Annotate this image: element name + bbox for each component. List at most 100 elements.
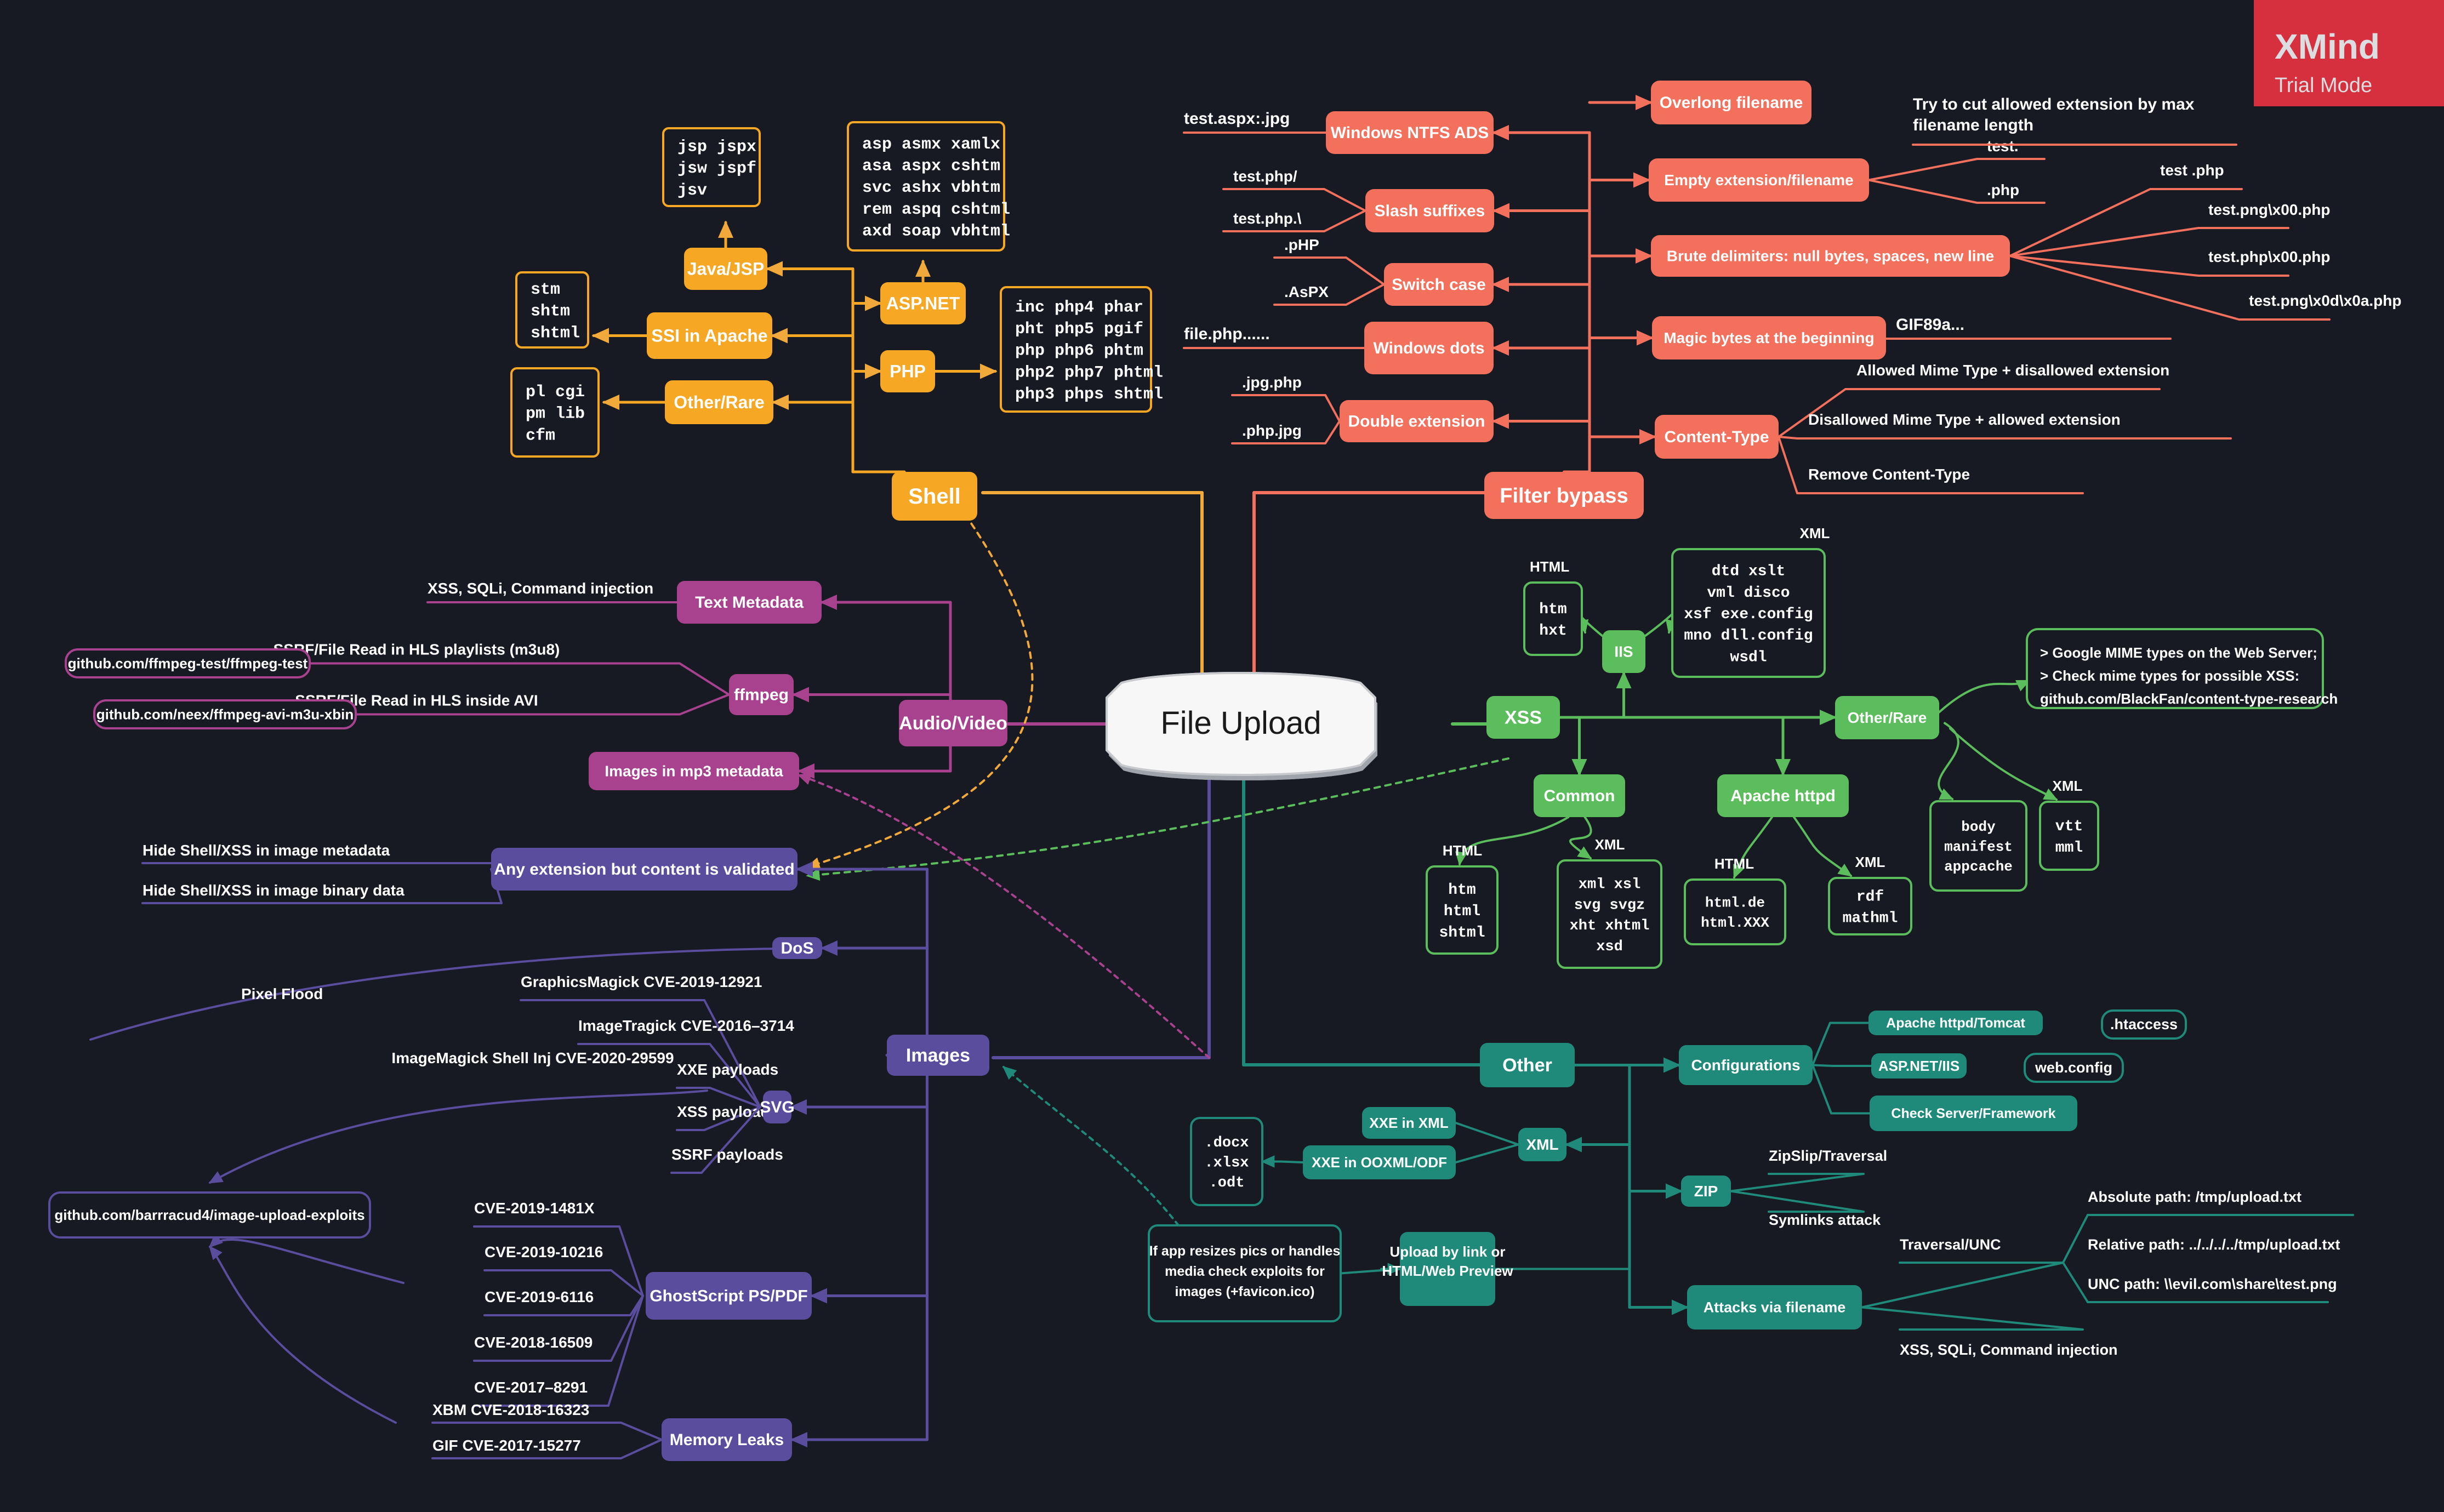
- svg-text:Memory Leaks: Memory Leaks: [670, 1431, 784, 1449]
- svg-text:Check Server/Framework: Check Server/Framework: [1891, 1106, 2055, 1121]
- svg-text:mathml: mathml: [1843, 910, 1898, 927]
- svg-text:Content-Type: Content-Type: [1664, 428, 1769, 446]
- svg-text:test.php.\: test.php.\: [1233, 210, 1302, 227]
- svg-text:jsv: jsv: [677, 181, 707, 200]
- svg-text:manifest: manifest: [1944, 838, 2013, 855]
- svg-text:CVE-2018-16509: CVE-2018-16509: [474, 1334, 593, 1351]
- svg-text:github.com/barrracud4/image-up: github.com/barrracud4/image-upload-explo…: [54, 1207, 364, 1223]
- svg-text:dtd xslt: dtd xslt: [1712, 563, 1785, 580]
- svg-text:Other: Other: [1502, 1055, 1552, 1076]
- svg-text:body: body: [1961, 819, 1996, 835]
- svg-text:Attacks via filename: Attacks via filename: [1704, 1299, 1846, 1316]
- svg-text:svc ashx vbhtm: svc ashx vbhtm: [862, 179, 1000, 197]
- svg-text:github.com/ffmpeg-test/ffmpeg-: github.com/ffmpeg-test/ffmpeg-test: [68, 655, 308, 671]
- svg-text:.odt: .odt: [1209, 1175, 1245, 1191]
- svg-text:ASP.NET: ASP.NET: [886, 293, 960, 313]
- svg-text:Switch case: Switch case: [1392, 276, 1486, 294]
- svg-text:media check exploits for: media check exploits for: [1165, 1264, 1325, 1279]
- svg-text:axd soap vbhtml: axd soap vbhtml: [862, 222, 1010, 241]
- svg-text:images (+favicon.ico): images (+favicon.ico): [1175, 1284, 1315, 1299]
- svg-text:github.com/BlackFan/content-ty: github.com/BlackFan/content-type-researc…: [2040, 691, 2338, 707]
- svg-text:shtml: shtml: [531, 324, 580, 343]
- svg-text:ImageTragick CVE-2016–3714: ImageTragick CVE-2016–3714: [578, 1017, 794, 1034]
- svg-text:xht xhtml: xht xhtml: [1570, 918, 1650, 934]
- svg-text:Text Metadata: Text Metadata: [695, 594, 804, 612]
- svg-text:XSS: XSS: [1505, 707, 1542, 728]
- svg-text:.pHP: .pHP: [1284, 236, 1319, 253]
- svg-text:pm lib: pm lib: [526, 405, 585, 424]
- svg-text:UNC path: \\evil.com\share\tes: UNC path: \\evil.com\share\test.png: [2088, 1276, 2337, 1292]
- svg-text:test.php\x00.php: test.php\x00.php: [2208, 248, 2330, 265]
- svg-text:file.php......: file.php......: [1184, 325, 1270, 343]
- svg-text:.xlsx: .xlsx: [1204, 1155, 1249, 1172]
- svg-text:GraphicsMagick CVE-2019-12921: GraphicsMagick CVE-2019-12921: [521, 973, 762, 990]
- svg-text:test .php: test .php: [2160, 162, 2224, 179]
- svg-text:> Check mime types for possibl: > Check mime types for possible XSS:: [2040, 667, 2299, 684]
- svg-text:File Upload: File Upload: [1160, 705, 1321, 741]
- svg-text:test.php/: test.php/: [1233, 168, 1297, 185]
- svg-text:jsp jspx: jsp jspx: [677, 138, 756, 157]
- svg-text:XML: XML: [1595, 836, 1625, 853]
- svg-text:Java/JSP: Java/JSP: [687, 259, 765, 278]
- svg-text:hxt: hxt: [1539, 623, 1566, 640]
- svg-text:vtt: vtt: [2055, 818, 2083, 835]
- svg-text:XXE payloads: XXE payloads: [677, 1061, 778, 1078]
- svg-text:html.XXX: html.XXX: [1701, 915, 1769, 931]
- svg-text:HTML: HTML: [1443, 842, 1482, 859]
- svg-text:.docx: .docx: [1204, 1135, 1249, 1151]
- svg-text:HTML: HTML: [1530, 558, 1569, 575]
- svg-text:Traversal/UNC: Traversal/UNC: [1900, 1236, 2001, 1253]
- svg-text:SSRF payloads: SSRF payloads: [671, 1146, 783, 1163]
- svg-text:IIS: IIS: [1614, 643, 1633, 660]
- svg-text:Trial Mode: Trial Mode: [2275, 74, 2372, 97]
- svg-text:jsw jspf: jsw jspf: [677, 159, 756, 178]
- svg-text:appcache: appcache: [1944, 859, 2013, 875]
- svg-text:Pixel Flood: Pixel Flood: [241, 985, 323, 1002]
- svg-text:rdf: rdf: [1856, 888, 1884, 905]
- svg-text:asa aspx cshtm: asa aspx cshtm: [862, 157, 1000, 176]
- svg-text:htm: htm: [1448, 882, 1475, 899]
- svg-text:shtml: shtml: [1439, 925, 1485, 942]
- svg-text:GIF CVE-2017-15277: GIF CVE-2017-15277: [432, 1437, 581, 1454]
- svg-text:CVE-2019-1481X: CVE-2019-1481X: [474, 1200, 595, 1217]
- svg-text:XXE in OOXML/ODF: XXE in OOXML/ODF: [1312, 1154, 1447, 1171]
- svg-text:ASP.NET/IIS: ASP.NET/IIS: [1878, 1058, 1959, 1074]
- svg-text:xsf exe.config: xsf exe.config: [1684, 606, 1813, 623]
- svg-text:Double extension: Double extension: [1348, 413, 1485, 431]
- svg-text:html.de: html.de: [1705, 895, 1765, 911]
- svg-text:Any extension but content is v: Any extension but content is validated: [494, 860, 794, 878]
- svg-text:XSS, SQLi, Command injection: XSS, SQLi, Command injection: [428, 580, 653, 597]
- svg-text:XMind: XMind: [2275, 27, 2380, 66]
- svg-text:PHP: PHP: [890, 361, 926, 381]
- svg-text:Audio/Video: Audio/Video: [899, 713, 1007, 734]
- svg-text:ZIP: ZIP: [1694, 1183, 1718, 1200]
- svg-text:Upload by link or: Upload by link or: [1390, 1243, 1506, 1260]
- svg-text:Other/Rare: Other/Rare: [1848, 709, 1927, 726]
- svg-text:Windows dots: Windows dots: [1373, 339, 1484, 357]
- svg-text:Magic bytes at the beginning: Magic bytes at the beginning: [1663, 329, 1874, 346]
- svg-text:DoS: DoS: [781, 939, 814, 957]
- svg-text:shtm: shtm: [531, 303, 570, 321]
- svg-text:HTML/Web Preview: HTML/Web Preview: [1382, 1263, 1513, 1279]
- svg-text:Symlinks attack: Symlinks attack: [1769, 1212, 1881, 1228]
- svg-text:html: html: [1444, 903, 1480, 920]
- svg-text:XML: XML: [1526, 1136, 1558, 1153]
- svg-text:mml: mml: [2055, 840, 2083, 857]
- svg-text:GIF89a...: GIF89a...: [1896, 316, 1964, 334]
- svg-text:Hide Shell/XSS in image metada: Hide Shell/XSS in image metadata: [143, 842, 390, 859]
- svg-text:.jpg.php: .jpg.php: [1242, 374, 1302, 391]
- svg-text:CVE-2019-10216: CVE-2019-10216: [485, 1243, 603, 1260]
- svg-text:Filter bypass: Filter bypass: [1500, 484, 1628, 507]
- svg-text:XBM CVE-2018-16323: XBM CVE-2018-16323: [432, 1401, 589, 1418]
- svg-text:ZipSlip/Traversal: ZipSlip/Traversal: [1769, 1148, 1887, 1164]
- svg-text:wsdl: wsdl: [1730, 649, 1767, 666]
- svg-text:test.png\x0d\x0a.php: test.png\x0d\x0a.php: [2249, 292, 2402, 309]
- svg-text:inc php4 phar: inc php4 phar: [1015, 299, 1143, 317]
- svg-text:.php: .php: [1987, 181, 2019, 198]
- svg-text:test.png\x00.php: test.png\x00.php: [2208, 201, 2330, 218]
- svg-text:If app resizes pics or handles: If app resizes pics or handles: [1149, 1243, 1341, 1259]
- svg-text:Common: Common: [1544, 787, 1615, 805]
- svg-text:svg svgz: svg svgz: [1574, 897, 1645, 914]
- svg-text:ffmpeg: ffmpeg: [734, 686, 789, 704]
- svg-text:.htaccess: .htaccess: [2110, 1016, 2178, 1032]
